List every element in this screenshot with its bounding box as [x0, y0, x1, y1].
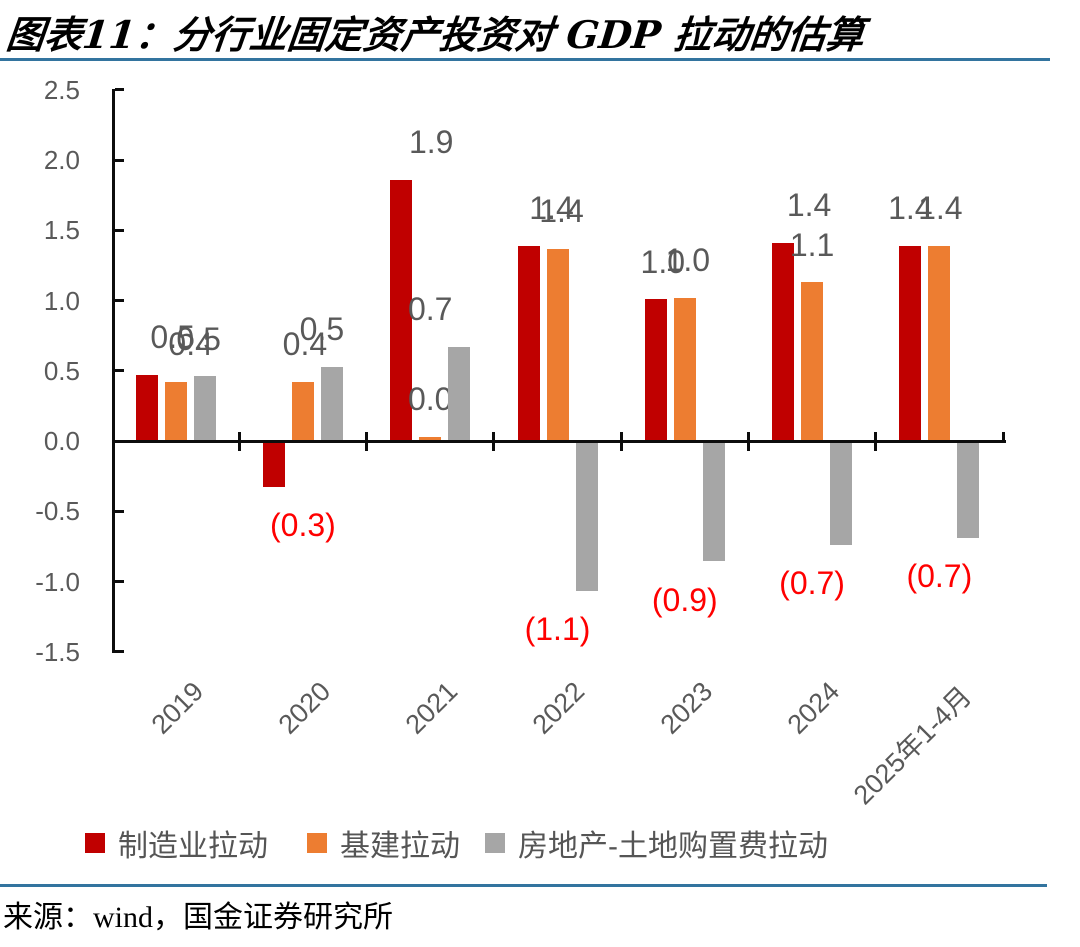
bar — [928, 245, 951, 441]
bar — [164, 381, 187, 441]
x-category-label: 2020 — [272, 676, 337, 740]
x-category-label: 2024 — [781, 676, 846, 740]
legend-swatch — [85, 833, 105, 853]
y-tick — [115, 228, 124, 232]
bar — [135, 374, 158, 441]
legend-label: 房地产-土地购置费拉动 — [518, 830, 828, 863]
x-category-label: 2023 — [654, 676, 719, 740]
bar — [644, 299, 667, 441]
bar — [702, 442, 725, 562]
bar — [419, 436, 442, 441]
y-tick-label: 0.5 — [43, 355, 80, 386]
x-tick — [746, 432, 750, 451]
legend-item: 制造业拉动 — [85, 827, 268, 863]
y-tick — [115, 158, 124, 162]
bar-label: 1.9 — [408, 124, 454, 161]
bar — [830, 442, 853, 545]
y-tick-label: 2.5 — [43, 74, 80, 105]
y-tick — [115, 369, 124, 373]
bar-label: 1.4 — [539, 193, 584, 229]
bar-label: 0.5 — [299, 311, 345, 348]
x-category-label: 2025年1-4月 — [848, 680, 978, 811]
bar — [262, 442, 285, 487]
x-axis-line — [112, 440, 1006, 443]
legend-item: 房地产-土地购置费拉动 — [485, 827, 828, 863]
bar — [390, 179, 413, 441]
source-rule — [0, 884, 1047, 887]
bar-label: 1.0 — [640, 243, 686, 280]
bar-label: (0.3) — [270, 507, 336, 544]
bar-label: 1.4 — [786, 187, 832, 224]
bar — [517, 245, 540, 441]
x-tick — [492, 432, 496, 451]
bar — [320, 366, 343, 441]
y-tick — [115, 509, 124, 513]
bar-label: 1.4 — [529, 190, 574, 227]
x-tick — [1001, 432, 1005, 443]
y-tick-label: -0.5 — [35, 496, 80, 527]
y-tick-label: 2.0 — [43, 145, 80, 175]
bar — [575, 442, 598, 591]
bar-label: 0.4 — [282, 326, 328, 363]
bar-label: 1.4 — [888, 190, 933, 227]
x-category-label: 2022 — [527, 676, 591, 740]
bar — [448, 346, 471, 441]
bar-label: (1.1) — [524, 611, 591, 648]
bar-label: 1.1 — [789, 226, 835, 263]
bar — [291, 381, 314, 441]
bar-label: 0.0 — [407, 381, 453, 418]
y-axis-line — [112, 89, 115, 653]
x-tick — [365, 432, 369, 451]
x-category-label: 2019 — [145, 676, 209, 740]
x-tick — [237, 432, 241, 451]
bar-label: (0.9) — [651, 581, 718, 618]
bar — [772, 242, 795, 441]
bar-label: 0.5 — [176, 320, 221, 357]
bar-label: (0.7) — [779, 565, 845, 602]
bar — [673, 297, 696, 441]
x-tick — [874, 432, 878, 451]
x-category-label: 2021 — [399, 676, 464, 740]
y-tick-label: 1.5 — [43, 215, 80, 246]
chart-title: 图表11：分行业固定资产投资对 GDP 拉动的估算 — [4, 12, 867, 57]
title-rule — [0, 58, 1050, 61]
bar — [546, 248, 569, 441]
bar-label: 1.0 — [665, 242, 711, 279]
bar-label: 0.4 — [168, 326, 213, 363]
bar-label: 0.7 — [407, 291, 453, 328]
legend-swatch — [307, 833, 327, 853]
y-tick — [115, 580, 124, 583]
legend-label: 制造业拉动 — [118, 830, 268, 863]
bar — [899, 245, 922, 441]
y-tick-label: 0.0 — [43, 426, 80, 456]
legend-label: 基建拉动 — [340, 830, 460, 863]
bar-label: 1.4 — [918, 190, 963, 227]
legend-swatch — [485, 833, 505, 853]
y-tick — [115, 650, 124, 654]
source-note: 来源：wind，国金证券研究所 — [3, 901, 393, 934]
bar — [957, 442, 980, 538]
bar-label: 0.5 — [150, 319, 195, 356]
bar-label: (0.7) — [906, 558, 973, 595]
y-tick-label: -1.5 — [35, 636, 80, 667]
y-tick-label: 1.0 — [43, 285, 80, 316]
bar — [801, 282, 824, 441]
y-tick-label: -1.0 — [35, 566, 80, 597]
bar — [193, 376, 216, 441]
y-tick — [115, 88, 124, 92]
legend-item: 基建拉动 — [307, 827, 460, 863]
x-tick — [619, 432, 623, 451]
y-tick — [115, 299, 124, 302]
y-tick — [115, 439, 124, 443]
